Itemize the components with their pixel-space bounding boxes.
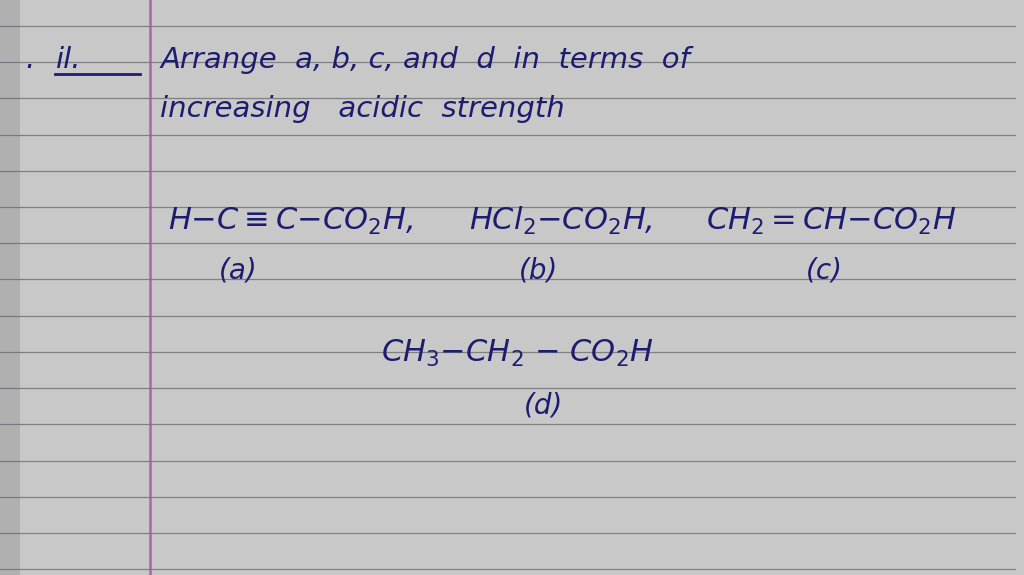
Text: CH$_2$$=$CH$-$CO$_2$H: CH$_2$$=$CH$-$CO$_2$H — [706, 206, 956, 237]
Text: (d): (d) — [523, 392, 563, 419]
Bar — [0, 0, 20, 575]
Text: (b): (b) — [518, 256, 558, 284]
Text: Arrange  a, b, c, and  d  in  terms  of: Arrange a, b, c, and d in terms of — [161, 47, 690, 74]
Text: increasing   acidic  strength: increasing acidic strength — [161, 95, 565, 123]
Text: (a): (a) — [219, 256, 258, 284]
Text: il.: il. — [56, 47, 81, 74]
Text: HCl$_2$$-$CO$_2$H,: HCl$_2$$-$CO$_2$H, — [469, 205, 653, 237]
Text: (c): (c) — [806, 256, 843, 284]
Text: .: . — [26, 47, 35, 74]
Text: H$-$C$\equiv$C$-$CO$_2$H,: H$-$C$\equiv$C$-$CO$_2$H, — [168, 206, 413, 237]
Text: CH$_3$$-$CH$_2$ $-$ CO$_2$H: CH$_3$$-$CH$_2$ $-$ CO$_2$H — [381, 338, 653, 369]
